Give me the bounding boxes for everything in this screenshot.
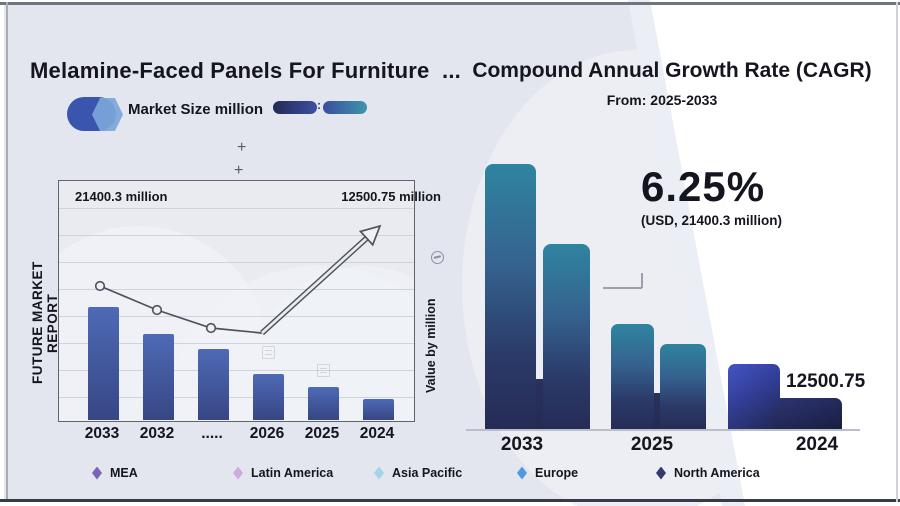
cagr-bar-2024-primary (728, 364, 780, 430)
x-tick-2032: 2032 (139, 425, 175, 442)
cagr-subtitle: From: 2025-2033 (606, 92, 718, 108)
bar-merge-fill (654, 393, 660, 430)
legend-item-europe: Europe (517, 466, 578, 480)
market-size-chart: 21400.3 million 12500.75 million (58, 180, 441, 422)
cagr-note: (USD, 21400.3 million) (641, 213, 783, 228)
chart-plot-area (59, 181, 414, 421)
gradient-pill-right (323, 101, 367, 114)
card-border-bottom (0, 499, 900, 502)
diamond-icon (517, 466, 527, 480)
card-border-left (6, 2, 8, 502)
x-tick-2025: 2025 (304, 425, 340, 442)
cagr-x-tick-2033: 2033 (500, 434, 544, 455)
cagr-x-tick-2024: 2024 (795, 434, 839, 455)
legend-item-north-america: North America (656, 466, 760, 480)
end-value-label: 12500.75 million (341, 189, 441, 204)
bracket-annotation (641, 273, 643, 288)
cagr-bar-2024-secondary (780, 398, 842, 430)
diamond-icon (656, 466, 666, 480)
diamond-icon (374, 466, 384, 480)
gridline (59, 343, 414, 344)
legend-item-asia-pacific: Asia Pacific (374, 466, 462, 480)
diamond-icon (92, 466, 102, 480)
legend-item-mea: MEA (92, 466, 138, 480)
cagr-bar-2025-secondary (660, 344, 706, 430)
legend-label: Latin America (251, 466, 334, 480)
gridline (59, 289, 414, 290)
market-size-label: Market Size million (128, 101, 264, 118)
x-tick-2033: 2033 (84, 425, 120, 442)
bracket-annotation (603, 287, 642, 289)
bar-2026 (253, 374, 284, 420)
legend-label: North America (674, 466, 760, 480)
bar-2024 (363, 399, 394, 420)
bar-2033 (88, 307, 119, 420)
gridline (59, 262, 414, 263)
cagr-x-tick-2025: 2025 (630, 434, 674, 455)
pill-colon: : (317, 98, 321, 112)
page-title: Melamine-Faced Panels For Furniture ... (30, 58, 461, 83)
legend-label: Europe (535, 466, 579, 480)
x-axis-line (466, 429, 860, 431)
plus-decoration-2: + (234, 162, 244, 179)
y-axis-label-right: Value by million (424, 298, 438, 394)
x-tick-ellipsis: ..... (201, 425, 223, 442)
gradient-pill-left (273, 101, 317, 114)
cagr-title: Compound Annual Growth Rate (CAGR) (472, 59, 872, 82)
gridline (59, 370, 414, 371)
legend-label: MEA (110, 466, 138, 480)
cagr-bar-2025-primary (611, 324, 654, 430)
bar-ellipsis (198, 349, 229, 420)
bar-merge-fill (536, 379, 543, 430)
gridline (59, 397, 414, 398)
x-tick-2024: 2024 (359, 425, 395, 442)
plus-decoration-1: + (237, 139, 247, 156)
diamond-icon (233, 466, 243, 480)
x-tick-2026: 2026 (249, 425, 285, 442)
bar-2025 (308, 387, 339, 420)
start-value-label: 21400.3 million (75, 189, 168, 204)
y-axis-label-left: FUTURE MARKET REPORT (30, 261, 60, 385)
legend-item-latin-america: Latin America (233, 466, 333, 480)
document-icon (262, 346, 275, 359)
document-icon (317, 364, 330, 377)
card-border-right (896, 2, 898, 502)
cagr-end-value: 12500.75 (786, 371, 866, 392)
bar-2032 (143, 334, 174, 420)
gridline (59, 235, 414, 236)
cagr-bar-2033-secondary (543, 244, 590, 430)
gridline (59, 208, 414, 209)
cagr-value: 6.25% (641, 163, 766, 210)
legend-label: Asia Pacific (392, 466, 463, 480)
cagr-bar-2033-primary (485, 164, 536, 430)
card-border-top (0, 2, 900, 5)
